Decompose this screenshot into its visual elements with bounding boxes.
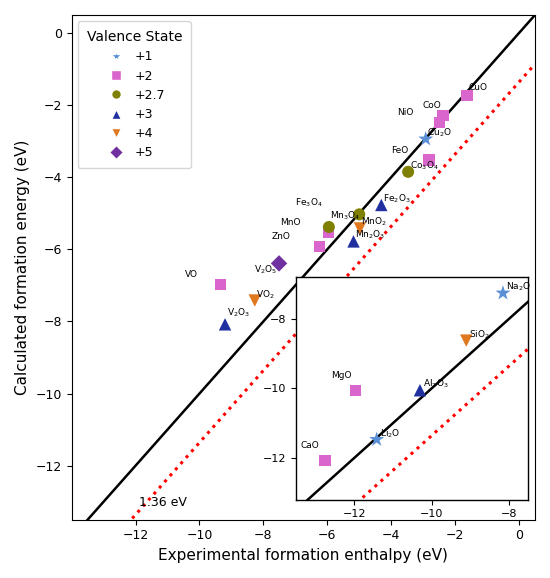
Point: [274, 259, 283, 268]
Point: [324, 223, 333, 232]
Text: VO$_2$: VO$_2$: [256, 288, 275, 301]
Text: MnO$_2$: MnO$_2$: [361, 216, 388, 228]
Text: Fe$_3$O$_4$: Fe$_3$O$_4$: [295, 197, 322, 209]
Point: [221, 320, 229, 329]
Point: [349, 237, 358, 246]
Text: Fe$_2$O$_3$: Fe$_2$O$_3$: [383, 192, 411, 205]
Text: 1.36 eV: 1.36 eV: [139, 497, 186, 509]
Text: Mn$_3$O$_4$: Mn$_3$O$_4$: [331, 209, 361, 221]
Text: CuO: CuO: [469, 83, 487, 92]
Legend: +1, +2, +2.7, +3, +4, +5: +1, +2, +2.7, +3, +4, +5: [78, 21, 191, 168]
Text: VO: VO: [185, 270, 198, 279]
Point: [216, 280, 224, 289]
Text: V$_2$O$_3$: V$_2$O$_3$: [227, 306, 250, 319]
Text: V$_2$O$_5$: V$_2$O$_5$: [254, 264, 277, 276]
Text: Cu$_2$O: Cu$_2$O: [427, 127, 452, 139]
Text: Co$_3$O$_4$: Co$_3$O$_4$: [410, 160, 439, 172]
Point: [324, 227, 333, 236]
Point: [463, 91, 471, 100]
Point: [404, 167, 412, 176]
Text: FeO: FeO: [391, 146, 408, 154]
Y-axis label: Calculated formation energy (eV): Calculated formation energy (eV): [15, 140, 30, 395]
Text: NiO: NiO: [398, 108, 414, 117]
Text: ZnO: ZnO: [272, 232, 290, 242]
Point: [355, 224, 364, 233]
Text: Mn$_2$O$_3$: Mn$_2$O$_3$: [355, 229, 386, 242]
Point: [438, 110, 447, 120]
Text: CoO: CoO: [422, 101, 441, 110]
X-axis label: Experimental formation enthalpy (eV): Experimental formation enthalpy (eV): [158, 548, 448, 563]
Point: [421, 135, 430, 144]
Text: MnO: MnO: [279, 218, 300, 227]
Point: [315, 242, 324, 251]
Point: [250, 296, 259, 305]
Point: [377, 201, 386, 210]
Point: [435, 118, 444, 127]
Point: [355, 210, 364, 219]
Point: [425, 155, 433, 165]
